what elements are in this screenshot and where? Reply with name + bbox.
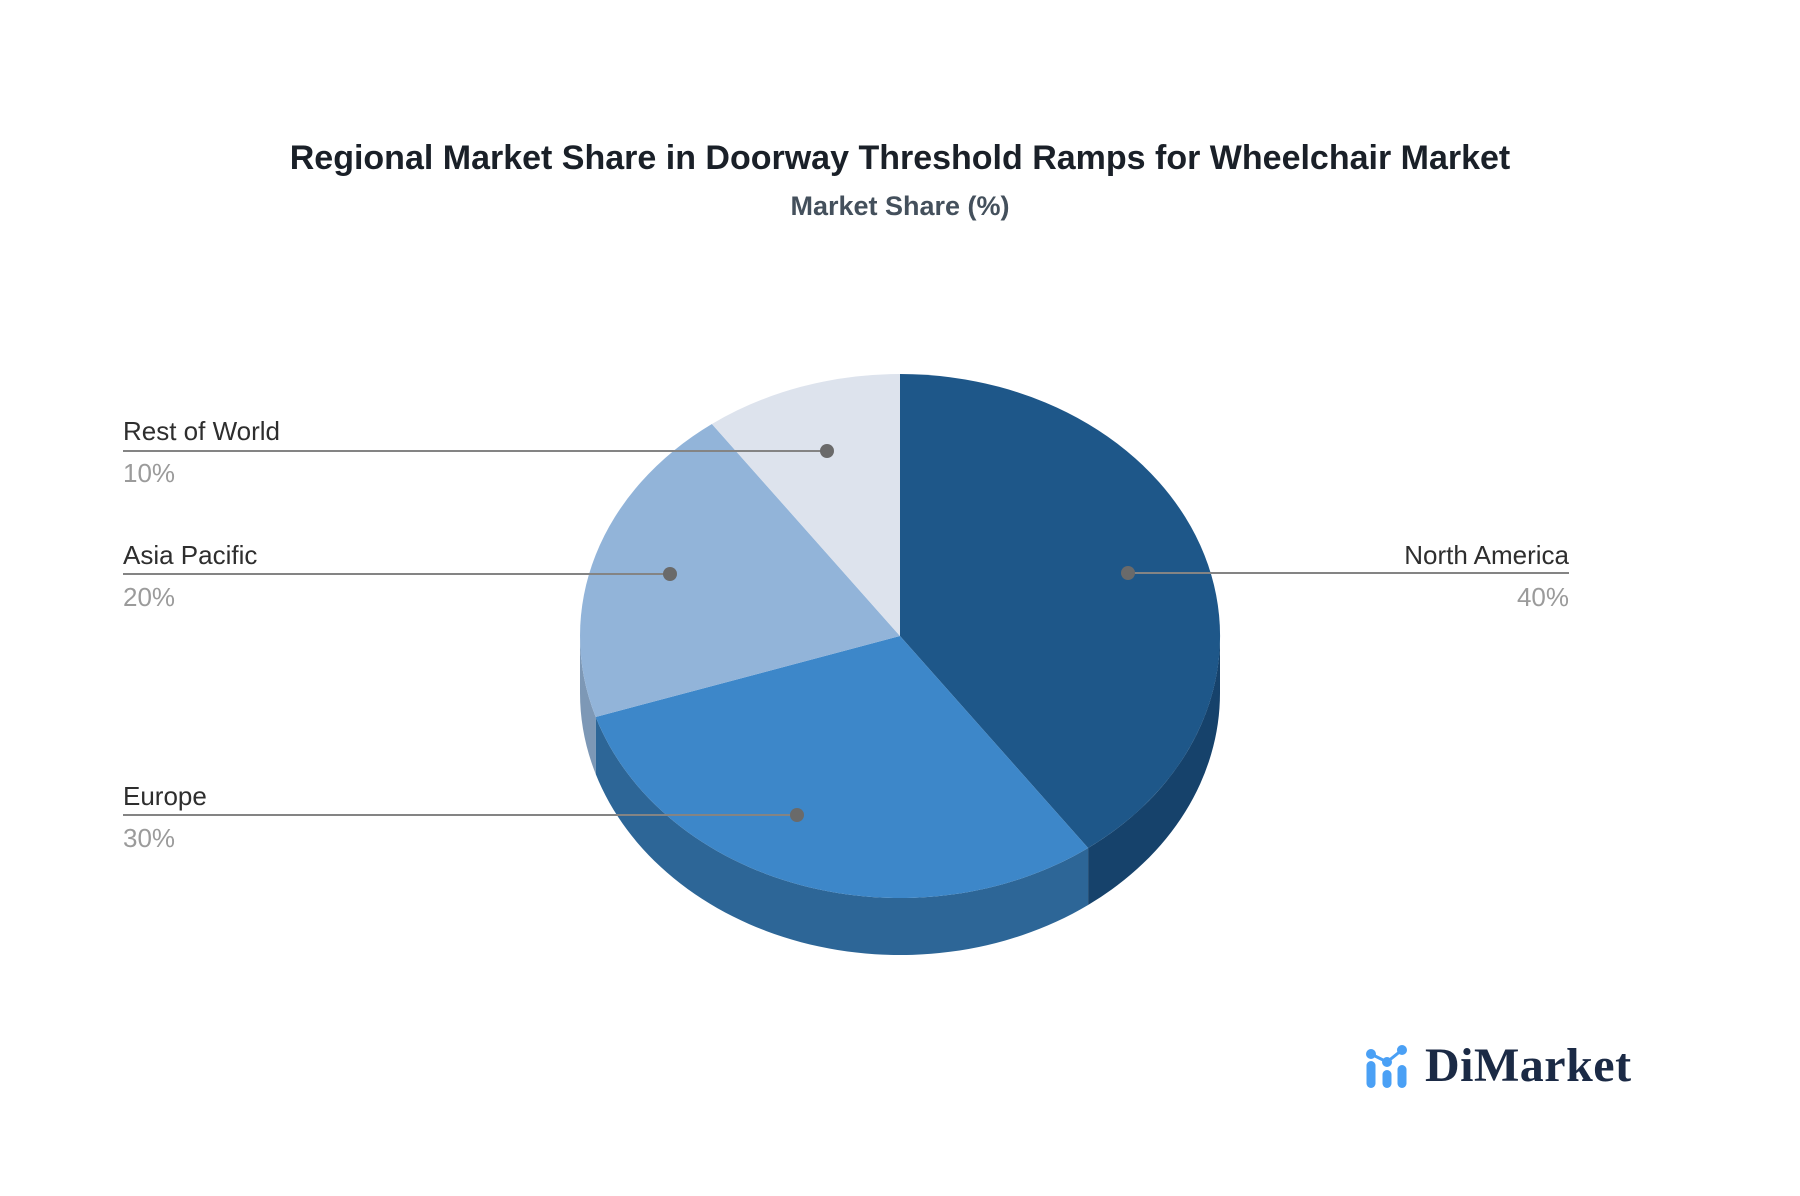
chart-subtitle: Market Share (%) [790,191,1010,221]
slice-label: Rest of World [123,416,281,446]
leader-dot-europe [790,808,804,822]
slice-value: 40% [1516,582,1569,612]
pie-side-north-america [1088,636,1220,905]
leader-dot-rest-of-world [820,444,834,458]
slice-label: Asia Pacific [123,540,258,570]
pie-side-europe [595,717,1089,956]
bar-line-chart-icon [1366,1045,1407,1088]
leader-dot-asia-pacific [663,567,677,581]
slice-label: Europe [123,781,207,811]
chart-title: Regional Market Share in Doorway Thresho… [289,139,1511,177]
slice-label: North America [1404,540,1569,570]
leader-dot-north-america [1121,566,1135,580]
pie-slice-asia-pacific[interactable] [580,424,900,717]
pie-side-asia-pacific [580,636,596,774]
logo-text: DiMarket [1425,1039,1632,1092]
callout-asia-pacific: Asia Pacific 20% [123,540,257,612]
pie-slice-rest-of-world[interactable] [711,373,900,636]
callout-north-america: North America 40% [1404,540,1569,612]
pie-slice-north-america[interactable] [900,374,1221,848]
slice-value: 20% [123,582,176,612]
callout-europe: Europe 30% [123,781,207,853]
callout-rest-of-world: Rest of World 10% [123,416,280,488]
pie-slice-europe[interactable] [595,636,1089,899]
slice-value: 30% [123,823,176,853]
slice-value: 10% [123,458,176,488]
dimarket-logo: DiMarket [1366,1039,1632,1092]
